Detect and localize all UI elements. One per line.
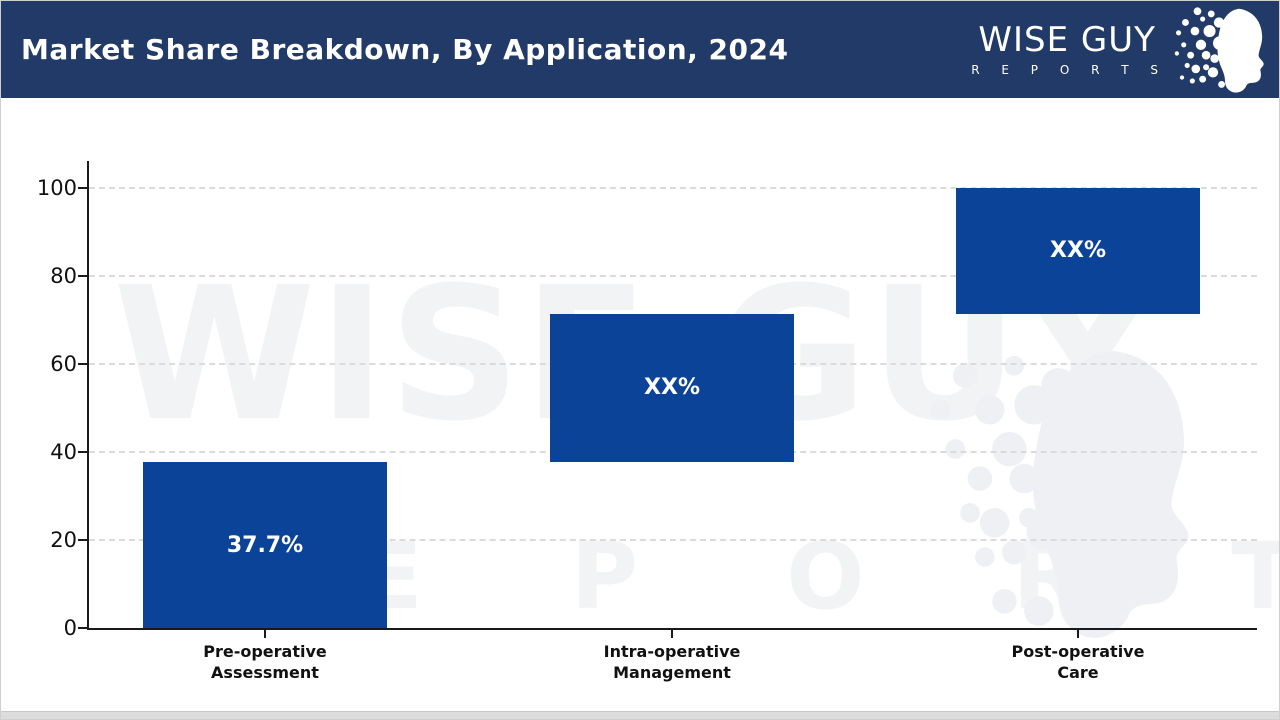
x-category-label-1: Pre-operative Assessment bbox=[203, 642, 327, 682]
header: Market Share Breakdown, By Application, … bbox=[1, 1, 1279, 98]
x-axis-spine bbox=[87, 628, 1257, 630]
y-tick-label-80: 80 bbox=[50, 264, 77, 288]
page-title: Market Share Breakdown, By Application, … bbox=[21, 33, 789, 66]
x-tick-mark-2 bbox=[671, 630, 673, 638]
logo-subtitle: R E P O R T S bbox=[971, 62, 1167, 77]
y-tick-mark-80 bbox=[78, 275, 87, 277]
wise-guy-logo: WISE GUY R E P O R T S bbox=[967, 6, 1267, 93]
bar-value-label-1: 37.7% bbox=[226, 532, 304, 558]
y-tick-mark-40 bbox=[78, 451, 87, 453]
gridline-80 bbox=[89, 275, 1257, 277]
y-tick-mark-0 bbox=[78, 627, 87, 629]
bar-value-label-3: XX% bbox=[1050, 238, 1106, 264]
x-category-label-3: Post-operative Care bbox=[1011, 642, 1145, 682]
y-tick-label-60: 60 bbox=[50, 352, 77, 376]
y-axis-spine bbox=[87, 161, 89, 630]
logo-text: WISE GUY R E P O R T S bbox=[967, 23, 1167, 77]
y-tick-mark-60 bbox=[78, 363, 87, 365]
logo-wordmark: WISE GUY bbox=[978, 19, 1156, 60]
gridline-20 bbox=[89, 539, 1257, 541]
bottom-strip bbox=[1, 711, 1279, 719]
chart-bar-2: XX% bbox=[550, 313, 794, 463]
bar-value-label-2: XX% bbox=[644, 375, 700, 401]
x-tick-mark-1 bbox=[264, 630, 266, 638]
x-tick-mark-3 bbox=[1077, 630, 1079, 638]
watermark-face-icon bbox=[930, 350, 1189, 638]
chart-bar-1: 37.7% bbox=[143, 462, 387, 628]
y-tick-label-100: 100 bbox=[36, 176, 77, 200]
y-tick-label-0: 0 bbox=[63, 616, 77, 640]
y-tick-mark-100 bbox=[78, 187, 87, 189]
gridline-100 bbox=[89, 187, 1257, 189]
x-category-label-2: Intra-operative Management bbox=[603, 642, 741, 682]
y-tick-label-40: 40 bbox=[50, 440, 77, 464]
y-tick-mark-20 bbox=[78, 539, 87, 541]
y-tick-label-20: 20 bbox=[50, 528, 77, 552]
logo-face-icon bbox=[1174, 6, 1264, 93]
chart-bar-3: XX% bbox=[956, 188, 1200, 314]
